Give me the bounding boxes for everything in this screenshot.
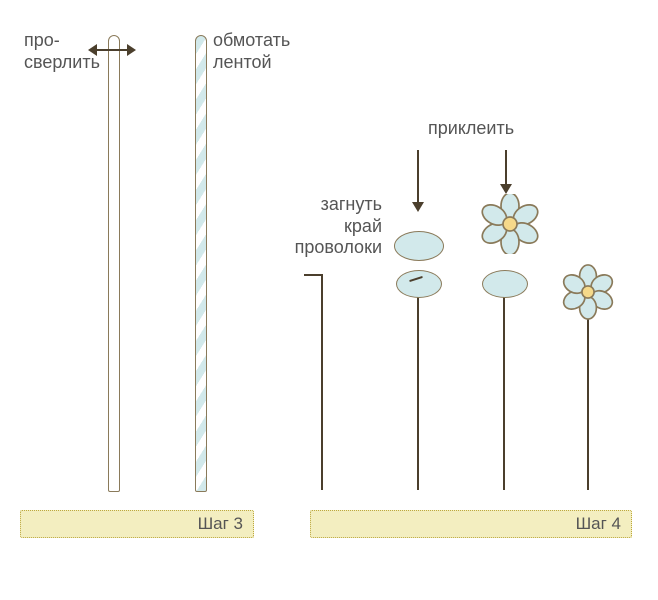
step-4-label: Шаг 4 (576, 514, 621, 534)
label-glue: приклеить (428, 118, 514, 140)
wire-4 (587, 304, 589, 490)
flower-top (480, 194, 540, 254)
disc-2-bottom (482, 270, 528, 298)
wire-2 (417, 289, 419, 490)
label-bend: загнуть край проволоки (282, 194, 382, 259)
step-box-4: Шаг 4 (310, 510, 632, 538)
step-3-label: Шаг 3 (198, 514, 243, 534)
disc-1-bottom (396, 270, 442, 298)
label-wrap: обмотать лентой (213, 30, 290, 73)
arrow-drill (88, 44, 136, 56)
wire-1-hook (304, 274, 323, 276)
wire-1 (321, 274, 323, 490)
rod-wrapped (195, 35, 207, 492)
arrow-glue-2 (500, 150, 512, 194)
flower-bottom (560, 264, 616, 320)
arrow-glue-1 (412, 150, 424, 212)
rod-plain (108, 35, 120, 492)
wire-3 (503, 289, 505, 490)
disc-1-top (394, 231, 444, 261)
step-box-3: Шаг 3 (20, 510, 254, 538)
diagram-canvas: { "colors": { "line": "#4b3f2d", "outlin… (0, 0, 658, 600)
